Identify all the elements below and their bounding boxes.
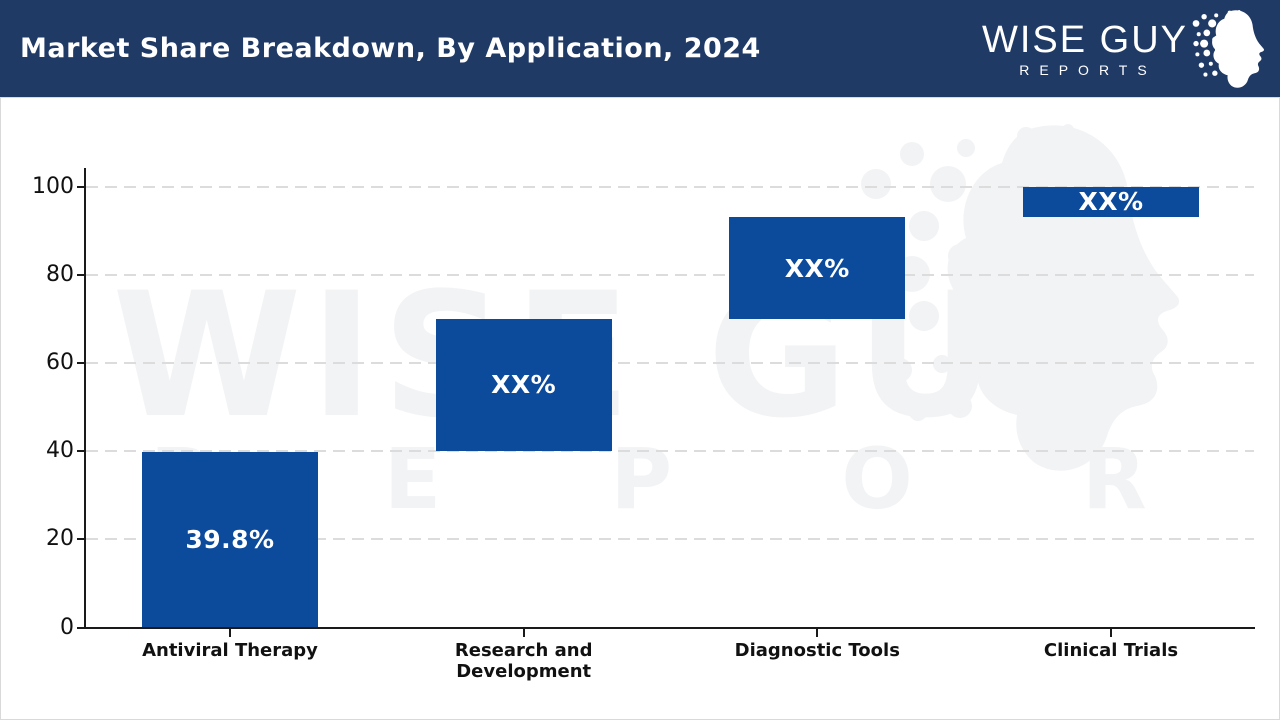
bar-value-label: XX% bbox=[1078, 187, 1144, 217]
gridline bbox=[86, 538, 1254, 541]
bar-research-and-development: XX% bbox=[435, 318, 612, 452]
header-bar: Market Share Breakdown, By Application, … bbox=[0, 0, 1280, 97]
y-axis-tick-label: 20 bbox=[46, 526, 74, 552]
x-axis-tick bbox=[229, 629, 231, 637]
x-axis-line bbox=[84, 627, 1255, 629]
gridline bbox=[86, 361, 1254, 364]
y-axis-tick-label: 40 bbox=[46, 438, 74, 464]
logo-wordmark: WISE GUY bbox=[981, 19, 1188, 61]
x-axis-category-label: Antiviral Therapy bbox=[142, 640, 318, 661]
wiseguy-logo: WISE GUY REPORTS bbox=[982, 6, 1266, 92]
y-axis-tick bbox=[77, 626, 84, 629]
y-axis-tick bbox=[77, 450, 84, 453]
bar-value-label: 39.8% bbox=[185, 525, 275, 555]
gridline bbox=[86, 185, 1254, 188]
logo-face-icon bbox=[1192, 9, 1265, 88]
bar-clinical-trials: XX% bbox=[1023, 186, 1199, 218]
y-axis-tick-label: 60 bbox=[46, 349, 74, 375]
gridline bbox=[86, 450, 1254, 453]
bar-diagnostic-tools: XX% bbox=[729, 217, 906, 319]
y-axis-tick-label: 80 bbox=[46, 261, 74, 287]
gridline bbox=[86, 273, 1254, 276]
bar-antiviral-therapy: 39.8% bbox=[142, 451, 318, 628]
bar-value-label: XX% bbox=[784, 253, 850, 283]
y-axis-line bbox=[84, 168, 86, 629]
y-axis-tick-label: 100 bbox=[32, 173, 74, 199]
y-axis-tick bbox=[77, 185, 84, 188]
x-axis-category-label: Clinical Trials bbox=[1043, 640, 1179, 661]
logo-subtitle: REPORTS bbox=[1019, 62, 1157, 78]
y-axis-tick-label: 0 bbox=[60, 614, 74, 640]
page-title: Market Share Breakdown, By Application, … bbox=[20, 33, 761, 64]
x-axis-category-label: Research and Development bbox=[454, 640, 593, 682]
bar-value-label: XX% bbox=[491, 370, 557, 400]
y-axis-tick bbox=[77, 273, 84, 276]
x-axis-tick bbox=[522, 629, 525, 637]
x-axis-tick bbox=[816, 629, 819, 637]
y-axis-tick bbox=[77, 538, 84, 541]
x-axis-tick bbox=[1110, 629, 1112, 637]
x-axis-category-label: Diagnostic Tools bbox=[734, 640, 900, 661]
y-axis-tick bbox=[77, 361, 84, 364]
